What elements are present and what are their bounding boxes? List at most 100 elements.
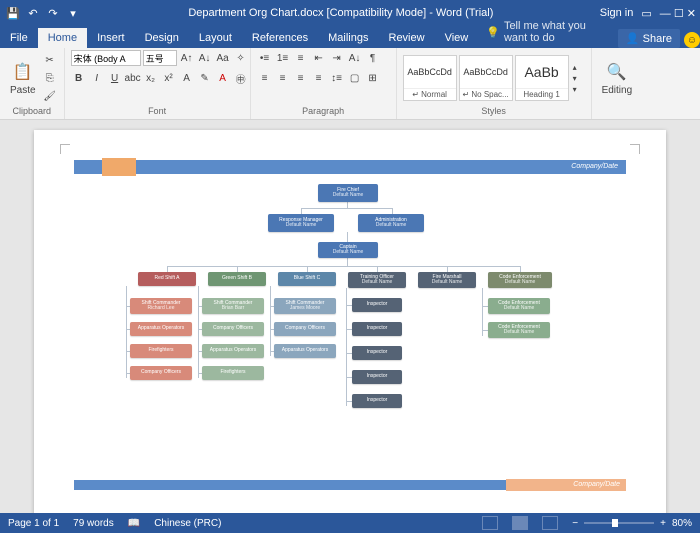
org-node: Inspector bbox=[352, 370, 402, 384]
ribbon-options-icon[interactable]: ▭ bbox=[641, 7, 651, 20]
borders-icon[interactable]: ⊞ bbox=[365, 70, 381, 86]
tell-me-search[interactable]: 💡 Tell me what you want to do bbox=[478, 16, 618, 48]
status-bar: Page 1 of 1 79 words 📖 Chinese (PRC) − +… bbox=[0, 513, 700, 533]
footer-banner: Company/Date bbox=[74, 480, 626, 490]
format-painter-icon[interactable]: 🖌 bbox=[42, 88, 58, 104]
page-count[interactable]: Page 1 of 1 bbox=[8, 518, 59, 529]
copy-icon[interactable]: ⎘ bbox=[42, 70, 58, 86]
font-size-select[interactable] bbox=[143, 50, 177, 66]
zoom-in-icon[interactable]: + bbox=[660, 518, 666, 529]
text-effects-icon[interactable]: A bbox=[179, 70, 195, 86]
paste-icon: 📋 bbox=[11, 60, 35, 84]
show-marks-icon[interactable]: ¶ bbox=[365, 50, 381, 66]
font-color-icon[interactable]: A bbox=[215, 70, 231, 86]
print-layout-icon[interactable] bbox=[512, 516, 528, 530]
editing-button[interactable]: 🔍 Editing bbox=[598, 58, 637, 98]
web-layout-icon[interactable] bbox=[542, 516, 558, 530]
font-group-label: Font bbox=[71, 106, 244, 117]
org-node: Firefighters bbox=[202, 366, 264, 380]
org-node: CaptainDefault Name bbox=[318, 242, 378, 258]
redo-icon[interactable]: ↷ bbox=[44, 4, 62, 22]
undo-icon[interactable]: ↶ bbox=[24, 4, 42, 22]
tell-me-label: Tell me what you want to do bbox=[504, 20, 610, 44]
group-styles: AaBbCcDd↵ NormalAaBbCcDd↵ No Spac...AaBb… bbox=[397, 48, 592, 119]
italic-icon[interactable]: I bbox=[89, 70, 105, 86]
tab-view[interactable]: View bbox=[435, 28, 479, 48]
bullets-icon[interactable]: •≡ bbox=[257, 50, 273, 66]
grow-font-icon[interactable]: A↑ bbox=[179, 50, 195, 66]
decrease-indent-icon[interactable]: ⇤ bbox=[311, 50, 327, 66]
footer-label: Company/Date bbox=[506, 479, 626, 491]
page: Company/Date Fire ChiefDefault NameRespo… bbox=[34, 130, 666, 513]
group-font: A↑ A↓ Aa ✧ B I U abc x₂ x² A ✎ A ㊥ Font bbox=[65, 48, 251, 119]
multilevel-icon[interactable]: ≡ bbox=[293, 50, 309, 66]
maximize-icon[interactable]: ☐ bbox=[674, 8, 684, 20]
align-left-icon[interactable]: ≡ bbox=[257, 70, 273, 86]
sort-icon[interactable]: A↓ bbox=[347, 50, 363, 66]
style-option[interactable]: AaBbCcDd↵ Normal bbox=[403, 55, 457, 101]
change-case-icon[interactable]: Aa bbox=[215, 50, 231, 66]
share-label: Share bbox=[643, 33, 672, 45]
clear-format-icon[interactable]: ✧ bbox=[233, 50, 249, 66]
document-area[interactable]: Company/Date Fire ChiefDefault NameRespo… bbox=[0, 120, 700, 513]
zoom-slider[interactable] bbox=[584, 522, 654, 524]
paste-label: Paste bbox=[10, 85, 36, 96]
minimize-icon[interactable]: — bbox=[660, 8, 671, 20]
org-node: Inspector bbox=[352, 322, 402, 336]
ribbon: 📋 Paste ✂ ⎘ 🖌 Clipboard A↑ A↓ Aa ✧ B bbox=[0, 48, 700, 120]
numbering-icon[interactable]: 1≡ bbox=[275, 50, 291, 66]
org-node: Inspector bbox=[352, 346, 402, 360]
org-node: Training OfficerDefault Name bbox=[348, 272, 406, 288]
org-node: Response ManagerDefault Name bbox=[268, 214, 334, 232]
zoom-out-icon[interactable]: − bbox=[572, 518, 578, 529]
save-icon[interactable]: 💾 bbox=[4, 4, 22, 22]
tab-file[interactable]: File bbox=[0, 28, 38, 48]
org-node: Blue Shift C bbox=[278, 272, 336, 286]
line-spacing-icon[interactable]: ↕≡ bbox=[329, 70, 345, 86]
increase-indent-icon[interactable]: ⇥ bbox=[329, 50, 345, 66]
align-center-icon[interactable]: ≡ bbox=[275, 70, 291, 86]
org-node: Code EnforcementDefault Name bbox=[488, 272, 552, 288]
tab-mailings[interactable]: Mailings bbox=[318, 28, 378, 48]
underline-icon[interactable]: U bbox=[107, 70, 123, 86]
tab-design[interactable]: Design bbox=[135, 28, 189, 48]
feedback-icon[interactable]: ☺ bbox=[684, 32, 700, 48]
language[interactable]: Chinese (PRC) bbox=[154, 518, 221, 529]
paste-button[interactable]: 📋 Paste bbox=[6, 58, 40, 98]
shading-icon[interactable]: ▢ bbox=[347, 70, 363, 86]
superscript-icon[interactable]: x² bbox=[161, 70, 177, 86]
org-node: Fire MarshallDefault Name bbox=[418, 272, 476, 288]
bold-icon[interactable]: B bbox=[71, 70, 87, 86]
tab-home[interactable]: Home bbox=[38, 28, 87, 48]
strike-icon[interactable]: abc bbox=[125, 70, 141, 86]
editing-group-label bbox=[598, 106, 637, 117]
proofing-icon[interactable]: 📖 bbox=[128, 518, 140, 529]
enclose-icon[interactable]: ㊥ bbox=[233, 70, 249, 86]
share-button[interactable]: 👤 Share bbox=[618, 29, 680, 48]
tab-layout[interactable]: Layout bbox=[189, 28, 242, 48]
align-right-icon[interactable]: ≡ bbox=[293, 70, 309, 86]
subscript-icon[interactable]: x₂ bbox=[143, 70, 159, 86]
style-option[interactable]: AaBbCcDd↵ No Spac... bbox=[459, 55, 513, 101]
shrink-font-icon[interactable]: A↓ bbox=[197, 50, 213, 66]
close-icon[interactable]: ✕ bbox=[687, 8, 696, 20]
qat-customize-icon[interactable]: ▾ bbox=[64, 4, 82, 22]
highlight-icon[interactable]: ✎ bbox=[197, 70, 213, 86]
org-node: Shift CommanderRichard Lee bbox=[130, 298, 192, 314]
lightbulb-icon: 💡 bbox=[486, 26, 500, 39]
justify-icon[interactable]: ≡ bbox=[311, 70, 327, 86]
read-mode-icon[interactable] bbox=[482, 516, 498, 530]
tab-review[interactable]: Review bbox=[379, 28, 435, 48]
org-node: Apparatus Operators bbox=[274, 344, 336, 358]
org-node: Apparatus Operators bbox=[202, 344, 264, 358]
word-count[interactable]: 79 words bbox=[73, 518, 114, 529]
org-node: AdministrationDefault Name bbox=[358, 214, 424, 232]
tab-insert[interactable]: Insert bbox=[87, 28, 135, 48]
style-option[interactable]: AaBbHeading 1 bbox=[515, 55, 569, 101]
group-paragraph: •≡ 1≡ ≡ ⇤ ⇥ A↓ ¶ ≡ ≡ ≡ ≡ ↕≡ ▢ ⊞ Paragrap… bbox=[251, 48, 397, 119]
cut-icon[interactable]: ✂ bbox=[42, 52, 58, 68]
font-family-select[interactable] bbox=[71, 50, 141, 66]
zoom-level[interactable]: 80% bbox=[672, 518, 692, 529]
tab-references[interactable]: References bbox=[242, 28, 318, 48]
styles-more-icon[interactable]: ▴▾▾ bbox=[573, 63, 585, 94]
